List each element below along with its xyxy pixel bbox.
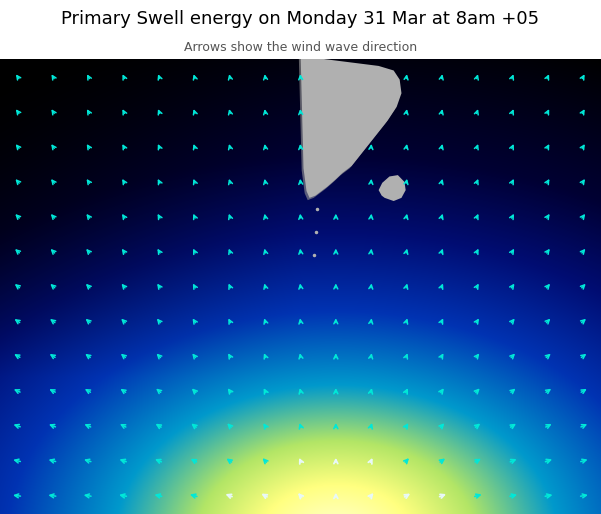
Polygon shape: [300, 50, 401, 198]
Text: Arrows show the wind wave direction: Arrows show the wind wave direction: [184, 41, 417, 54]
Text: Primary Swell energy on Monday 31 Mar at 8am +05: Primary Swell energy on Monday 31 Mar at…: [61, 10, 540, 28]
Polygon shape: [379, 175, 406, 201]
Polygon shape: [299, 52, 400, 200]
